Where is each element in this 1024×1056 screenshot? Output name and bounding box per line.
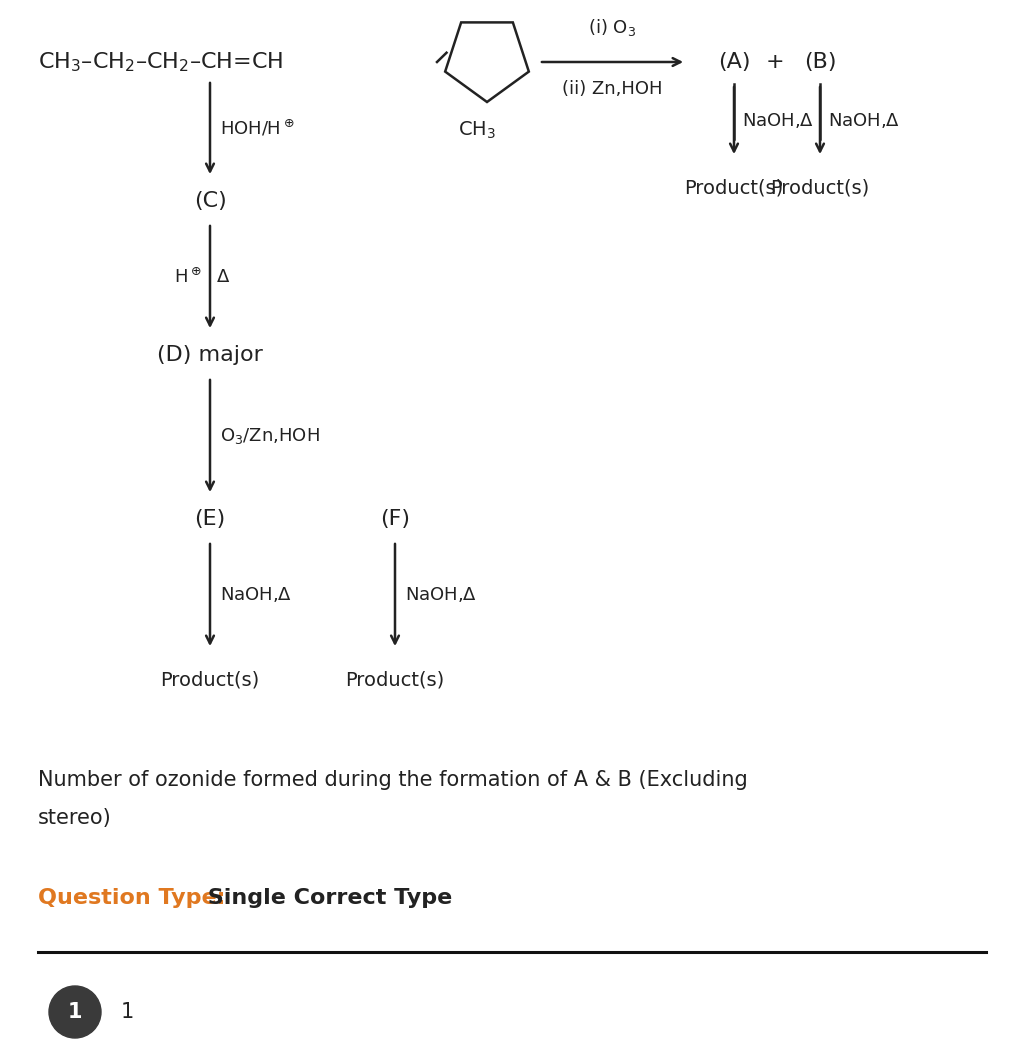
Text: stereo): stereo) — [38, 808, 112, 828]
Text: $\Delta$: $\Delta$ — [216, 268, 230, 286]
Text: NaOH,$\Delta$: NaOH,$\Delta$ — [828, 111, 900, 130]
Text: Product(s): Product(s) — [770, 180, 869, 199]
Text: Product(s): Product(s) — [345, 671, 444, 690]
Text: H$^\oplus$: H$^\oplus$ — [174, 267, 202, 286]
Text: (i) O$_3$: (i) O$_3$ — [589, 17, 637, 38]
Text: Number of ozonide formed during the formation of A & B (Excluding: Number of ozonide formed during the form… — [38, 770, 748, 790]
Text: NaOH,$\Delta$: NaOH,$\Delta$ — [742, 111, 814, 130]
Text: HOH/H$^\oplus$: HOH/H$^\oplus$ — [220, 118, 295, 138]
Text: NaOH,$\Delta$: NaOH,$\Delta$ — [220, 585, 292, 604]
Circle shape — [49, 986, 101, 1038]
Text: 1: 1 — [68, 1002, 82, 1022]
Text: NaOH,$\Delta$: NaOH,$\Delta$ — [406, 585, 477, 604]
Text: (F): (F) — [380, 509, 410, 529]
Text: CH$_3$: CH$_3$ — [458, 120, 496, 142]
Text: +: + — [766, 52, 784, 72]
Text: (C): (C) — [194, 191, 226, 211]
Text: (D) major: (D) major — [157, 345, 263, 365]
Text: Question Type:: Question Type: — [38, 888, 225, 908]
Text: (B): (B) — [804, 52, 837, 72]
Text: O$_3$/Zn,HOH: O$_3$/Zn,HOH — [220, 426, 319, 446]
Text: Single Correct Type: Single Correct Type — [200, 888, 453, 908]
Text: Product(s): Product(s) — [684, 180, 783, 199]
Text: (E): (E) — [195, 509, 225, 529]
Text: (ii) Zn,HOH: (ii) Zn,HOH — [562, 80, 663, 98]
Text: CH$_3$–CH$_2$–CH$_2$–CH=CH: CH$_3$–CH$_2$–CH$_2$–CH=CH — [38, 51, 284, 74]
Text: (A): (A) — [718, 52, 751, 72]
Text: Product(s): Product(s) — [161, 671, 260, 690]
Text: 1: 1 — [121, 1002, 134, 1022]
